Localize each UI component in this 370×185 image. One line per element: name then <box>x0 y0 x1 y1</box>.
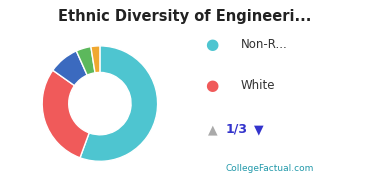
Wedge shape <box>76 47 95 75</box>
Text: CollegeFactual.com: CollegeFactual.com <box>226 164 314 173</box>
Wedge shape <box>53 51 87 86</box>
Text: ●: ● <box>205 37 219 52</box>
Wedge shape <box>42 70 89 158</box>
Text: ▲: ▲ <box>208 123 218 136</box>
Text: ●: ● <box>205 78 219 93</box>
Text: Non-R...: Non-R... <box>240 38 287 51</box>
Text: 29.: 29. <box>71 96 85 105</box>
Text: .6%: .6% <box>108 102 126 111</box>
Text: ▼: ▼ <box>254 123 264 136</box>
Text: White: White <box>240 79 275 92</box>
Text: Ethnic Diversity of Engineeri...: Ethnic Diversity of Engineeri... <box>58 9 312 24</box>
Wedge shape <box>91 46 100 73</box>
Text: 1/3: 1/3 <box>226 123 248 136</box>
Wedge shape <box>80 46 158 161</box>
